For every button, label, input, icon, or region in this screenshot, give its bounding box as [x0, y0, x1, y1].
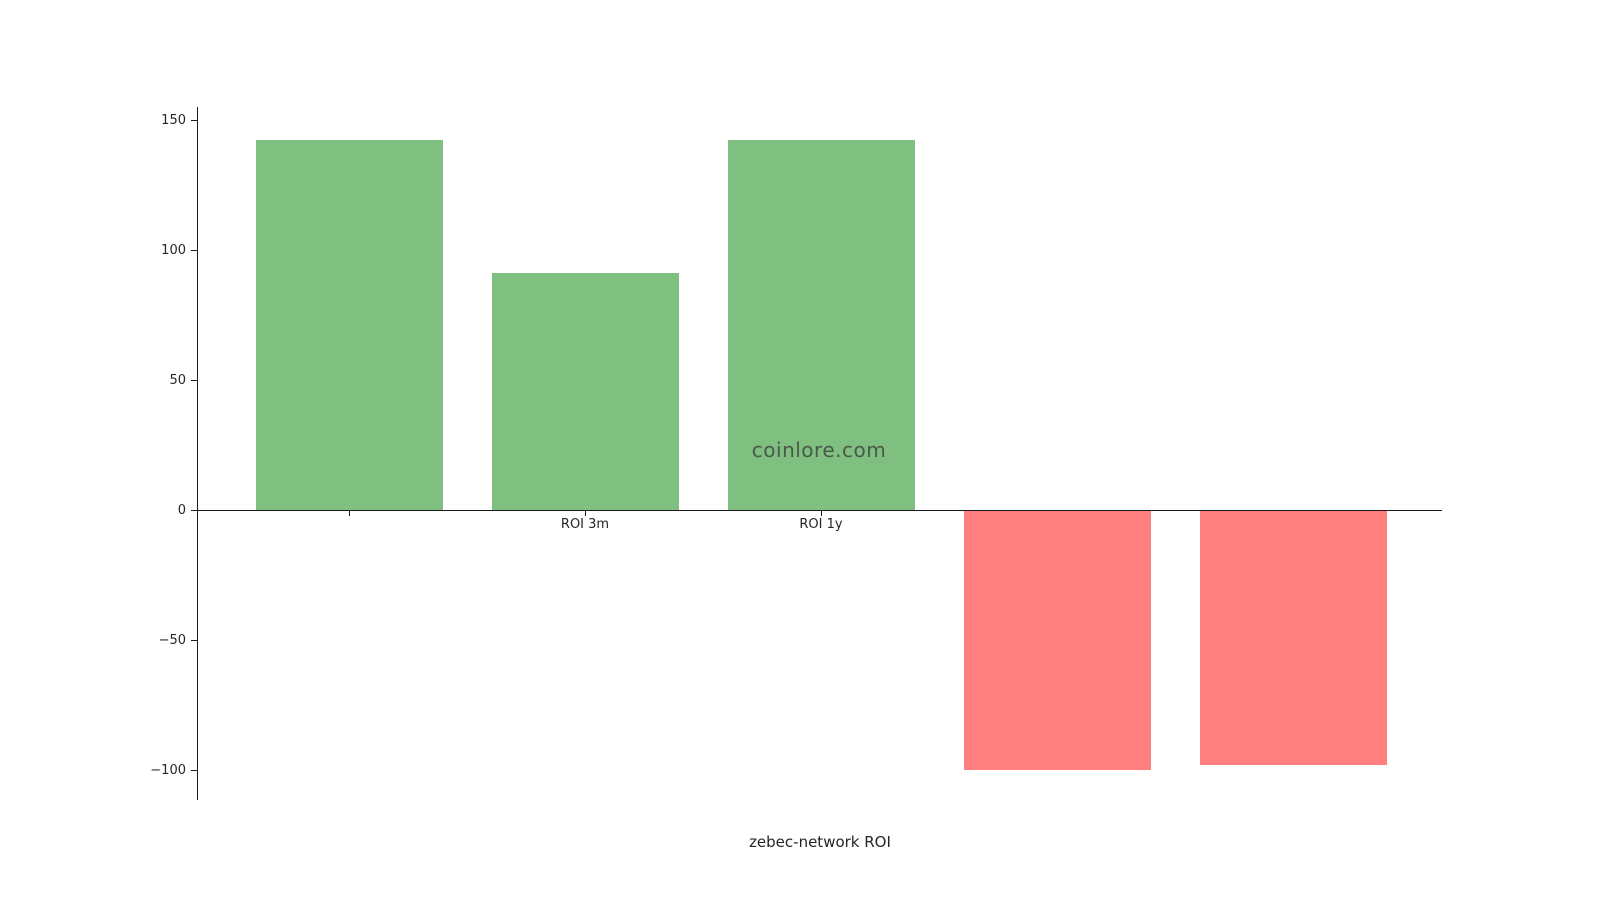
bar — [727, 140, 915, 510]
x-tick-mark — [349, 511, 350, 516]
y-tick-mark — [191, 510, 197, 511]
y-tick-label: 50 — [169, 373, 186, 388]
bar — [255, 140, 443, 510]
y-tick-mark — [191, 640, 197, 641]
bar — [1199, 511, 1387, 766]
bar — [963, 511, 1151, 770]
watermark: coinlore.com — [751, 438, 887, 462]
y-tick-mark — [191, 770, 197, 771]
bar — [491, 272, 679, 510]
x-axis-title: zebec-network ROI — [749, 833, 891, 851]
x-axis-zero-line — [197, 510, 1442, 511]
x-tick-label: ROI 3m — [560, 517, 610, 532]
y-tick-label: −50 — [158, 633, 186, 648]
y-tick-label: 150 — [161, 113, 186, 128]
y-tick-mark — [191, 120, 197, 121]
y-tick-label: 0 — [177, 503, 186, 518]
y-tick-mark — [191, 250, 197, 251]
y-tick-label: 100 — [161, 243, 186, 258]
x-tick-label: ROI 1y — [799, 517, 843, 532]
y-tick-mark — [191, 380, 197, 381]
y-axis-spine — [197, 107, 198, 800]
x-tick-mark — [585, 511, 586, 516]
x-tick-mark — [821, 511, 822, 516]
y-tick-label: −100 — [150, 763, 186, 778]
